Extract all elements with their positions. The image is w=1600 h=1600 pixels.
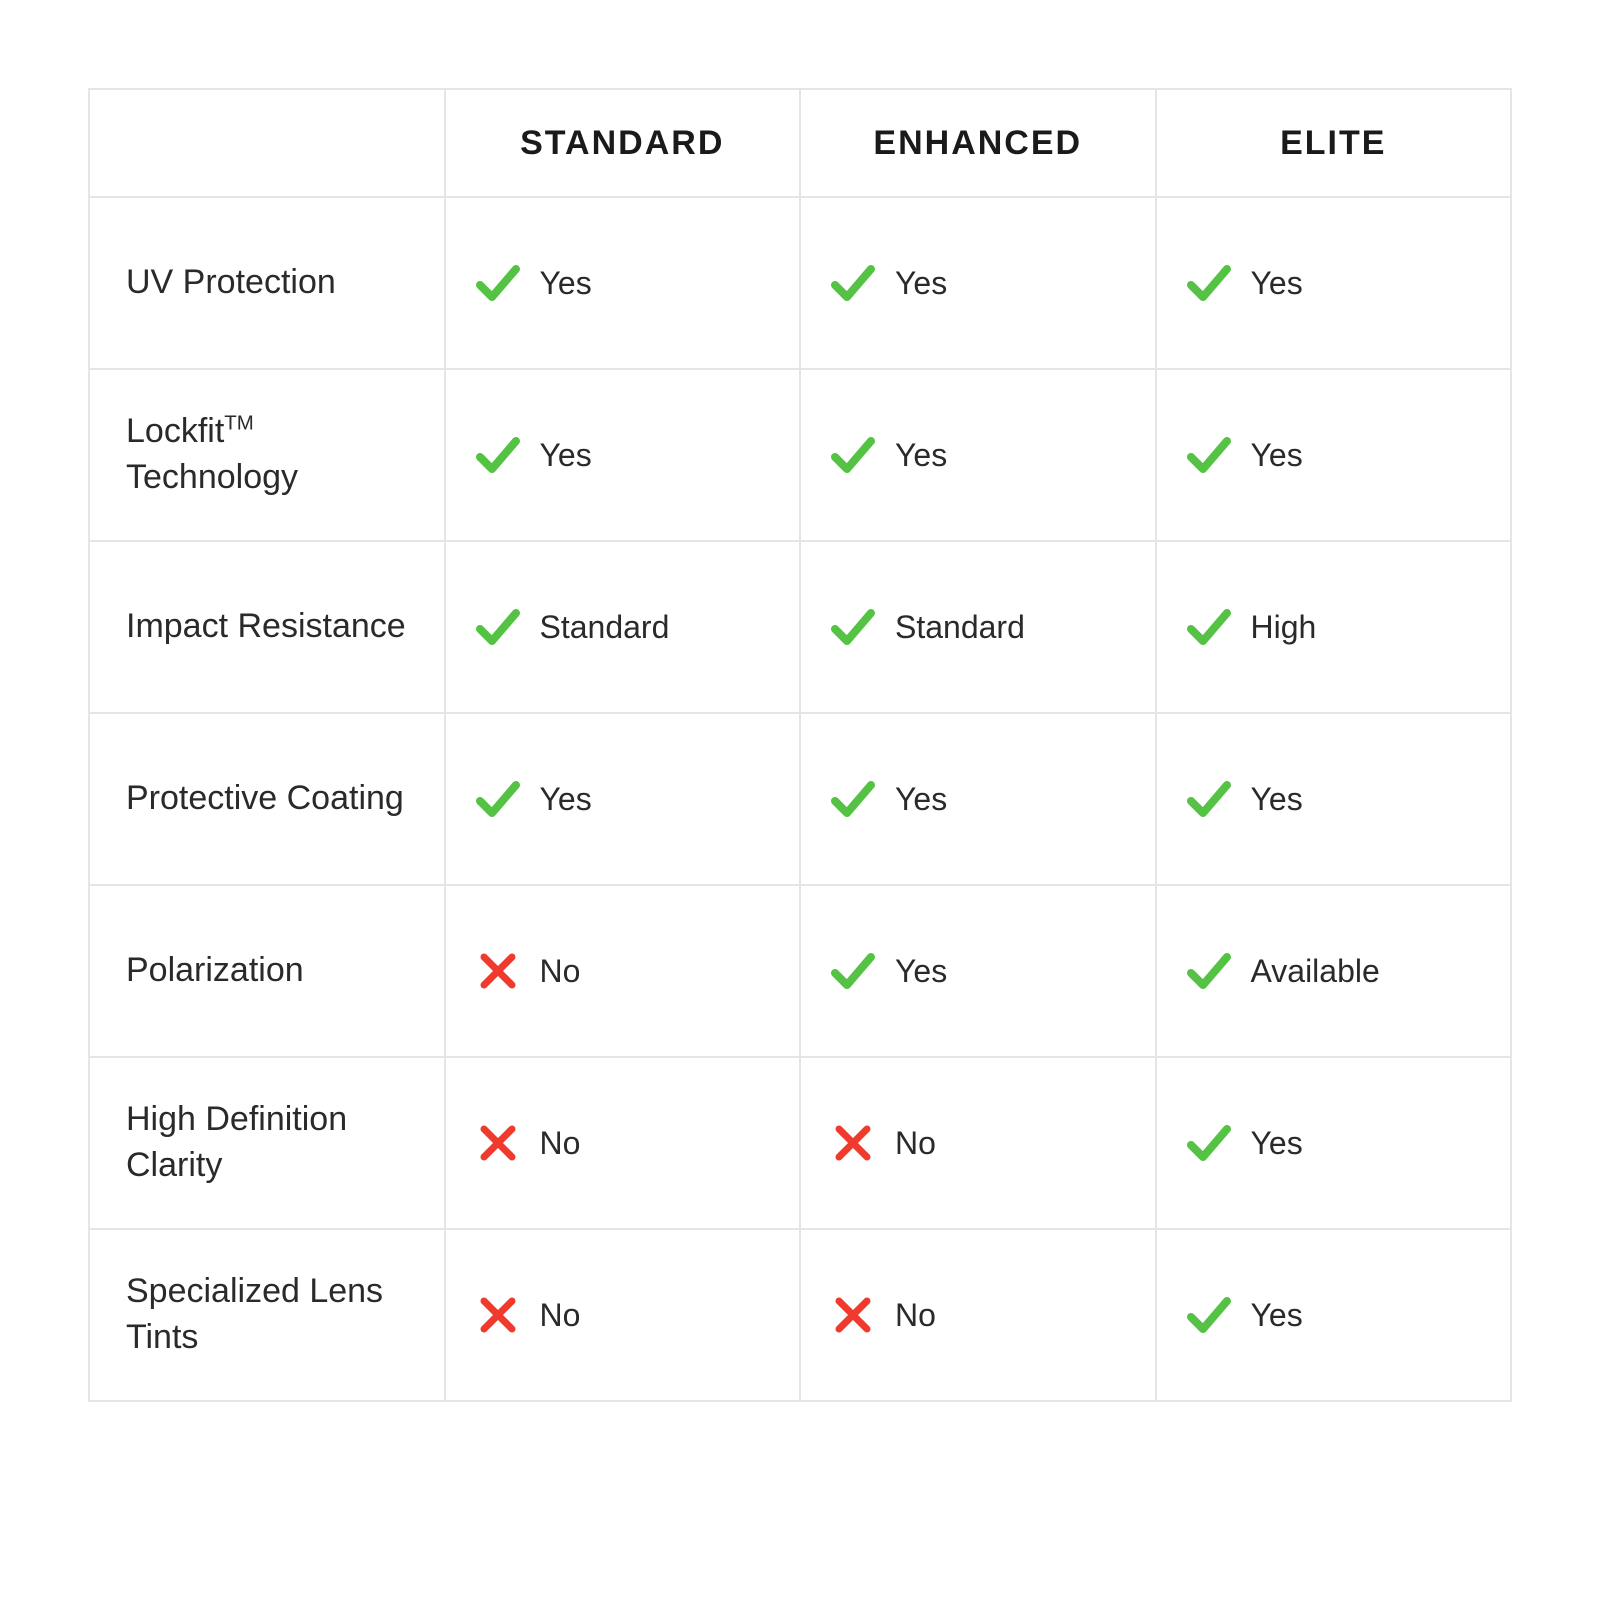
- check-icon: [1185, 259, 1233, 307]
- value-cell: Standard: [445, 541, 801, 713]
- value-cell: High: [1156, 541, 1512, 713]
- cross-icon: [829, 1119, 877, 1167]
- value-text: Yes: [895, 953, 947, 990]
- table-row: High Definition Clarity No No Yes: [89, 1057, 1511, 1229]
- comparison-table: STANDARD ENHANCED ELITE UV Protection Yes…: [88, 88, 1512, 1402]
- check-icon: [1185, 1291, 1233, 1339]
- value-cell: Yes: [800, 885, 1156, 1057]
- table-header-row: STANDARD ENHANCED ELITE: [89, 89, 1511, 197]
- check-icon: [474, 603, 522, 651]
- value-text: Yes: [1251, 437, 1303, 474]
- header-label: ELITE: [1280, 124, 1386, 162]
- check-icon: [829, 431, 877, 479]
- feature-label: Protective Coating: [89, 713, 445, 885]
- check-icon: [829, 603, 877, 651]
- check-icon: [829, 259, 877, 307]
- value-cell: No: [445, 885, 801, 1057]
- table-row: Protective Coating Yes Yes Yes: [89, 713, 1511, 885]
- value-cell: No: [445, 1229, 801, 1401]
- cross-icon: [829, 1291, 877, 1339]
- value-text: No: [540, 953, 581, 990]
- cross-icon: [474, 1119, 522, 1167]
- value-text: Yes: [895, 265, 947, 302]
- value-text: Yes: [540, 781, 592, 818]
- value-text: No: [895, 1125, 936, 1162]
- header-empty: [89, 89, 445, 197]
- check-icon: [829, 947, 877, 995]
- value-text: No: [540, 1297, 581, 1334]
- check-icon: [474, 775, 522, 823]
- value-cell: Yes: [1156, 369, 1512, 541]
- header-label: ENHANCED: [873, 124, 1082, 162]
- table-row: UV Protection Yes Yes Yes: [89, 197, 1511, 369]
- value-text: Yes: [1251, 1297, 1303, 1334]
- feature-label: LockfitTM Technology: [89, 369, 445, 541]
- check-icon: [1185, 1119, 1233, 1167]
- value-cell: No: [445, 1057, 801, 1229]
- table-row: LockfitTM Technology Yes Yes Yes: [89, 369, 1511, 541]
- header-label: STANDARD: [520, 124, 724, 162]
- value-cell: Yes: [445, 369, 801, 541]
- value-cell: Yes: [1156, 197, 1512, 369]
- header-enhanced: ENHANCED: [800, 89, 1156, 197]
- check-icon: [1185, 775, 1233, 823]
- value-cell: Yes: [445, 197, 801, 369]
- cross-icon: [474, 1291, 522, 1339]
- check-icon: [474, 431, 522, 479]
- check-icon: [1185, 431, 1233, 479]
- value-cell: Yes: [800, 197, 1156, 369]
- feature-label: Polarization: [89, 885, 445, 1057]
- value-cell: No: [800, 1057, 1156, 1229]
- value-cell: Standard: [800, 541, 1156, 713]
- value-text: No: [540, 1125, 581, 1162]
- check-icon: [829, 775, 877, 823]
- value-text: Yes: [540, 265, 592, 302]
- value-text: High: [1251, 609, 1317, 646]
- value-text: No: [895, 1297, 936, 1334]
- value-cell: Yes: [800, 369, 1156, 541]
- value-cell: Yes: [445, 713, 801, 885]
- value-text: Available: [1251, 953, 1380, 990]
- value-text: Yes: [1251, 781, 1303, 818]
- header-elite: ELITE: [1156, 89, 1512, 197]
- value-cell: Yes: [1156, 1229, 1512, 1401]
- value-text: Yes: [895, 781, 947, 818]
- cross-icon: [474, 947, 522, 995]
- value-text: Yes: [895, 437, 947, 474]
- feature-label: High Definition Clarity: [89, 1057, 445, 1229]
- value-cell: Yes: [800, 713, 1156, 885]
- value-text: Yes: [540, 437, 592, 474]
- table-row: Impact Resistance Standard Standard High: [89, 541, 1511, 713]
- check-icon: [1185, 947, 1233, 995]
- value-cell: Yes: [1156, 713, 1512, 885]
- value-cell: Yes: [1156, 1057, 1512, 1229]
- value-text: Yes: [1251, 1125, 1303, 1162]
- check-icon: [1185, 603, 1233, 651]
- feature-label: Specialized Lens Tints: [89, 1229, 445, 1401]
- value-cell: No: [800, 1229, 1156, 1401]
- table-row: Specialized Lens Tints No No Yes: [89, 1229, 1511, 1401]
- table-row: Polarization No Yes Available: [89, 885, 1511, 1057]
- value-cell: Available: [1156, 885, 1512, 1057]
- header-standard: STANDARD: [445, 89, 801, 197]
- feature-label: Impact Resistance: [89, 541, 445, 713]
- table-body: UV ProtectionYesYesYesLockfitTM Technolo…: [89, 197, 1511, 1401]
- feature-label: UV Protection: [89, 197, 445, 369]
- value-text: Yes: [1251, 265, 1303, 302]
- comparison-table-container: STANDARD ENHANCED ELITE UV Protection Yes…: [0, 0, 1600, 1490]
- check-icon: [474, 259, 522, 307]
- value-text: Standard: [895, 609, 1025, 646]
- value-text: Standard: [540, 609, 670, 646]
